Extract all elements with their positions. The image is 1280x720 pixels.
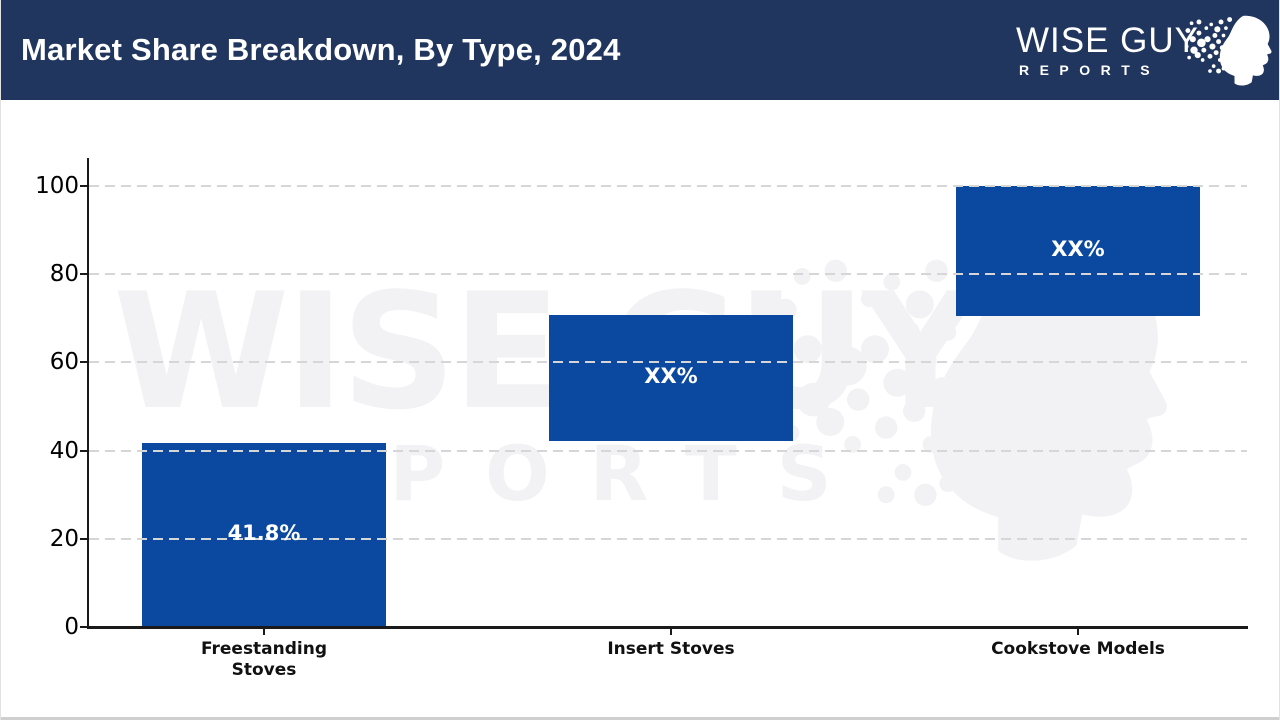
y-tick-mark bbox=[80, 185, 89, 187]
wiseguy-face-icon bbox=[1184, 15, 1272, 85]
gridline-80 bbox=[89, 273, 1247, 276]
x-category-label: Insert Stoves bbox=[607, 639, 735, 659]
logo-text-block: WISE GUY REPORTS bbox=[1016, 23, 1199, 78]
y-tick-mark bbox=[80, 626, 89, 628]
bottom-divider bbox=[1, 717, 1279, 720]
bar-value-label: XX% bbox=[1051, 236, 1105, 261]
y-tick-mark bbox=[80, 537, 89, 540]
y-tick-label: 80 bbox=[49, 261, 79, 288]
x-tick-mark bbox=[1077, 627, 1079, 635]
header-bar: Market Share Breakdown, By Type, 2024 WI… bbox=[1, 0, 1279, 100]
gridline-100 bbox=[89, 185, 1247, 187]
bar-1 bbox=[142, 442, 386, 627]
logo-brand-text: WISE GUY bbox=[1015, 20, 1199, 60]
logo-sub-text: REPORTS bbox=[1018, 61, 1161, 78]
bar-value-label: XX% bbox=[644, 364, 698, 389]
y-tick-label: 60 bbox=[49, 349, 79, 376]
gridline-40 bbox=[89, 449, 1247, 452]
y-tick-label: 40 bbox=[49, 437, 79, 464]
x-axis-line bbox=[86, 625, 1248, 629]
wiseguy-logo: WISE GUY REPORTS bbox=[1016, 12, 1275, 89]
y-axis-line bbox=[86, 158, 89, 629]
y-tick-mark bbox=[80, 273, 89, 276]
x-tick-mark bbox=[263, 627, 265, 635]
bar-2 bbox=[549, 315, 793, 441]
bar-value-label: 41.8% bbox=[227, 520, 301, 545]
x-category-label: Cookstove Models bbox=[991, 639, 1165, 659]
x-tick-mark bbox=[670, 627, 672, 635]
gridline-60 bbox=[89, 361, 1247, 364]
y-tick-label: 0 bbox=[64, 614, 79, 640]
y-tick-mark bbox=[80, 361, 89, 364]
y-tick-label: 20 bbox=[49, 525, 79, 552]
y-tick-mark bbox=[80, 449, 89, 452]
y-tick-label: 100 bbox=[35, 173, 79, 199]
gridline-20 bbox=[89, 537, 1247, 540]
page-title: Market Share Breakdown, By Type, 2024 bbox=[21, 32, 621, 67]
x-category-label: Freestanding Stoves bbox=[200, 639, 328, 680]
